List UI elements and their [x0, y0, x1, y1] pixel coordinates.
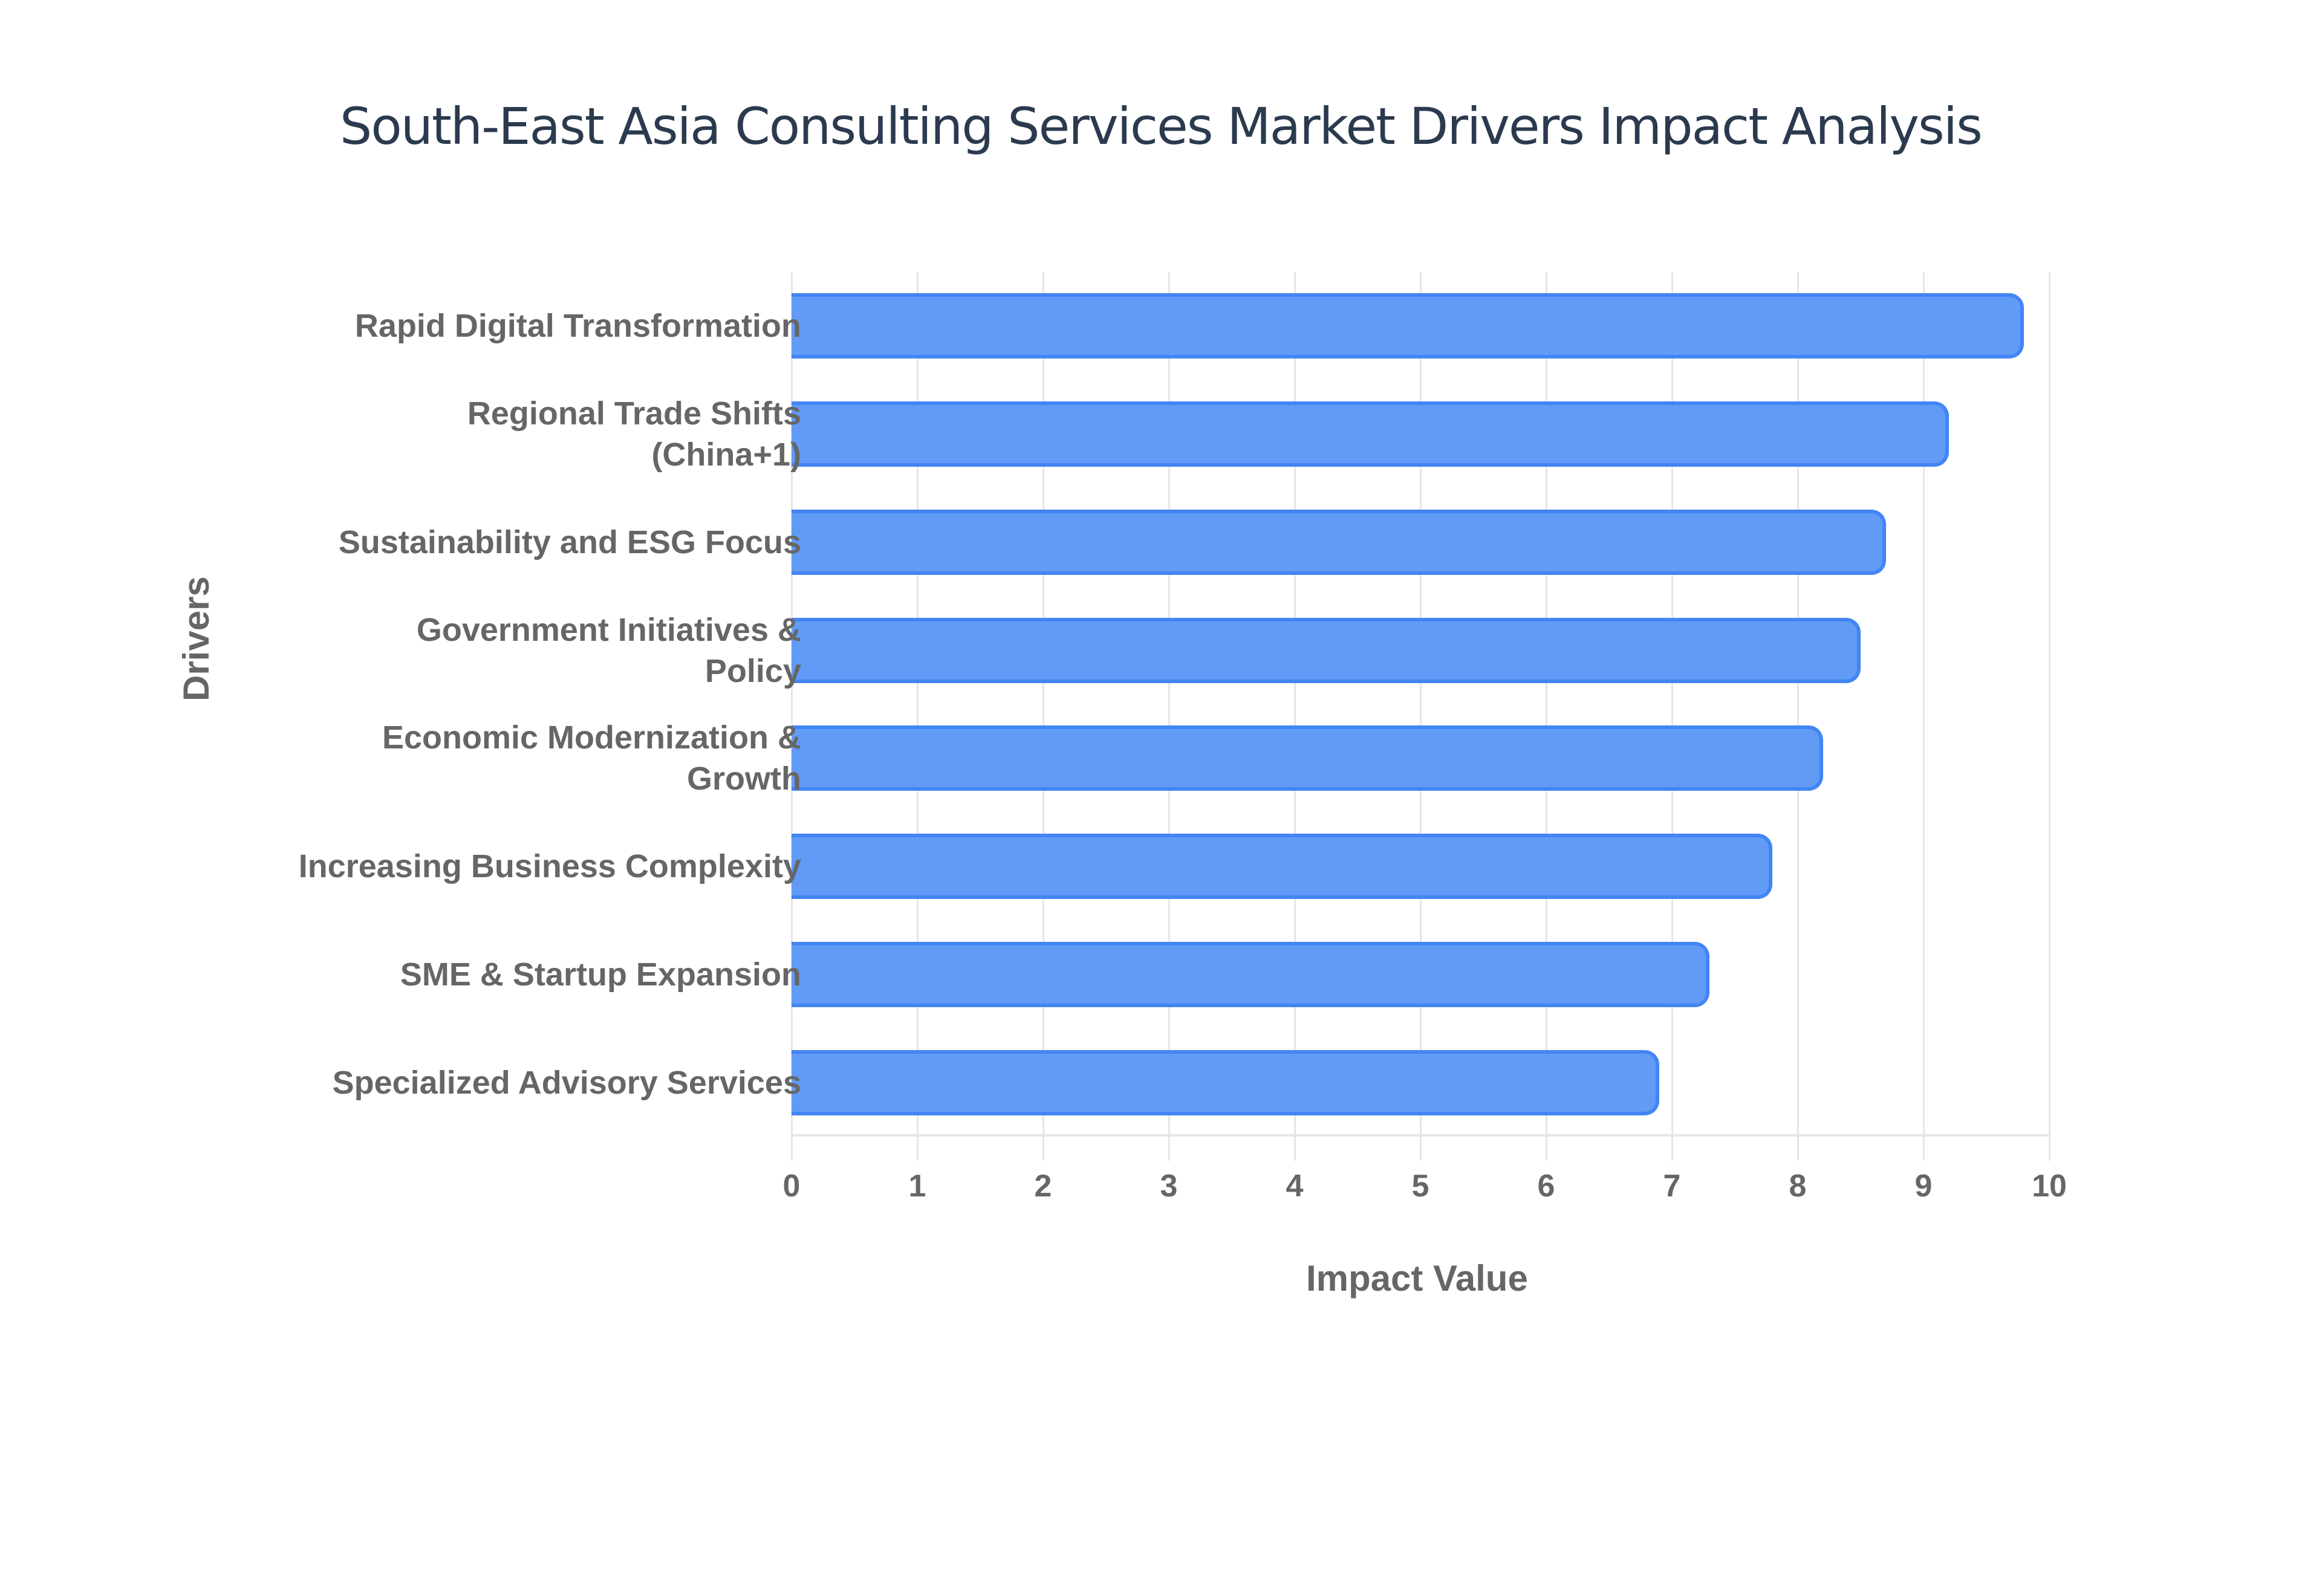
y-axis-label-line: Regional Trade Shifts — [467, 395, 801, 432]
x-axis-tick-label: 1 — [908, 1169, 926, 1204]
y-axis-label-line: Rapid Digital Transformation — [354, 308, 801, 345]
gridline — [1042, 272, 1044, 1161]
bar[interactable] — [792, 293, 2024, 359]
y-axis-label: Rapid Digital Transformation — [257, 305, 801, 346]
gridline — [1923, 272, 1925, 1161]
gridline — [1546, 272, 1547, 1161]
gridline — [1797, 272, 1799, 1161]
x-axis-tick-label: 5 — [1411, 1169, 1429, 1204]
y-axis-label-line: Sustainability and ESG Focus — [338, 524, 801, 560]
y-axis-label-line: Increasing Business Complexity — [298, 848, 801, 885]
bar[interactable] — [792, 617, 1861, 683]
y-axis-label-line: Economic Modernization & — [382, 719, 801, 756]
y-axis-label: Increasing Business Complexity — [257, 846, 801, 887]
y-axis-label-line: (China+1) — [651, 436, 801, 473]
y-axis-label-line: Government Initiatives & — [416, 611, 801, 648]
x-axis-tick-label: 9 — [1914, 1169, 1933, 1204]
y-axis-label: SME & Startup Expansion — [257, 954, 801, 995]
y-axis-label-line: Growth — [687, 761, 801, 797]
bar[interactable] — [792, 509, 1886, 575]
bar[interactable] — [792, 834, 1773, 900]
y-axis-label-line: Policy — [704, 652, 801, 689]
gridline — [1420, 272, 1422, 1161]
x-axis-tick-label: 3 — [1160, 1169, 1178, 1204]
bar[interactable] — [792, 725, 1823, 791]
x-axis-tick-label: 6 — [1537, 1169, 1555, 1204]
x-axis-line — [792, 1134, 2049, 1137]
y-axis-title: Drivers — [176, 576, 216, 701]
gridline — [1168, 272, 1170, 1161]
y-axis-label: Economic Modernization & Growth — [257, 717, 801, 799]
x-axis-tick-label: 0 — [782, 1169, 801, 1204]
x-axis-tick-label: 2 — [1034, 1169, 1052, 1204]
y-axis-label: Government Initiatives & Policy — [257, 609, 801, 692]
gridline — [2049, 272, 2050, 1161]
gridline — [917, 272, 919, 1161]
y-axis-label-line: Specialized Advisory Services — [332, 1064, 801, 1101]
y-axis-label: Regional Trade Shifts (China+1) — [257, 393, 801, 475]
bar[interactable] — [792, 941, 1710, 1007]
x-axis-title: Impact Value — [1306, 1258, 1528, 1299]
x-axis-tick-label: 4 — [1286, 1169, 1304, 1204]
chart-title: South-East Asia Consulting Services Mark… — [340, 97, 1983, 156]
x-axis-tick-label: 10 — [2032, 1169, 2067, 1204]
gridline — [1671, 272, 1673, 1161]
y-axis-label-line: SME & Startup Expansion — [400, 956, 801, 993]
y-axis-label: Specialized Advisory Services — [257, 1062, 801, 1103]
y-axis-label: Sustainability and ESG Focus — [257, 522, 801, 563]
gridline — [791, 272, 793, 1161]
x-axis-tick-label: 7 — [1663, 1169, 1681, 1204]
x-axis-tick-label: 8 — [1789, 1169, 1807, 1204]
bar[interactable] — [792, 1049, 1660, 1115]
bar[interactable] — [792, 401, 1949, 467]
plot-area — [791, 272, 2050, 1161]
gridline — [1294, 272, 1296, 1161]
